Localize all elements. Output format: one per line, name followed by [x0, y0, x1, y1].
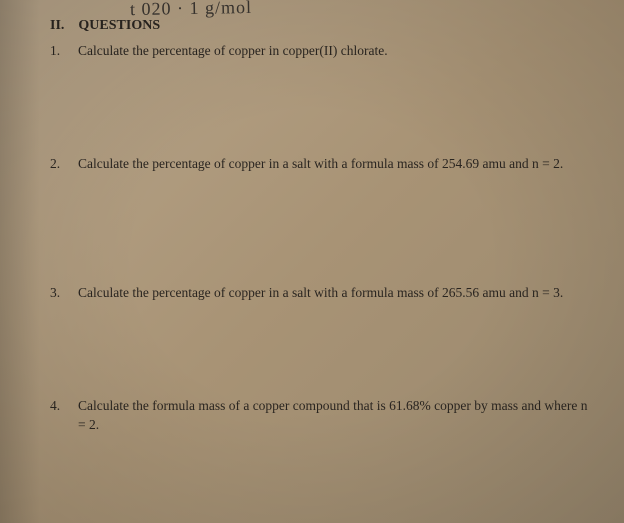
- handwritten-annotation: t 020 · 1 g/mol: [130, 0, 252, 20]
- section-header: II. QUESTIONS: [50, 18, 596, 34]
- question-number: 1.: [50, 42, 64, 61]
- question-text: Calculate the percentage of copper in co…: [78, 42, 596, 61]
- question-item: 4. Calculate the formula mass of a coppe…: [50, 397, 596, 435]
- question-item: 2. Calculate the percentage of copper in…: [50, 155, 596, 174]
- question-number: 3.: [50, 284, 64, 303]
- question-text: Calculate the formula mass of a copper c…: [78, 397, 596, 435]
- question-item: 1. Calculate the percentage of copper in…: [50, 42, 596, 61]
- questions-list: 1. Calculate the percentage of copper in…: [50, 42, 596, 434]
- section-title: QUESTIONS: [78, 18, 160, 34]
- question-item: 3. Calculate the percentage of copper in…: [50, 284, 596, 303]
- question-number: 4.: [50, 397, 64, 435]
- question-text: Calculate the percentage of copper in a …: [78, 155, 596, 174]
- question-number: 2.: [50, 155, 64, 174]
- section-roman: II.: [50, 18, 64, 34]
- question-text: Calculate the percentage of copper in a …: [78, 284, 596, 303]
- page-left-shadow: [0, 0, 40, 523]
